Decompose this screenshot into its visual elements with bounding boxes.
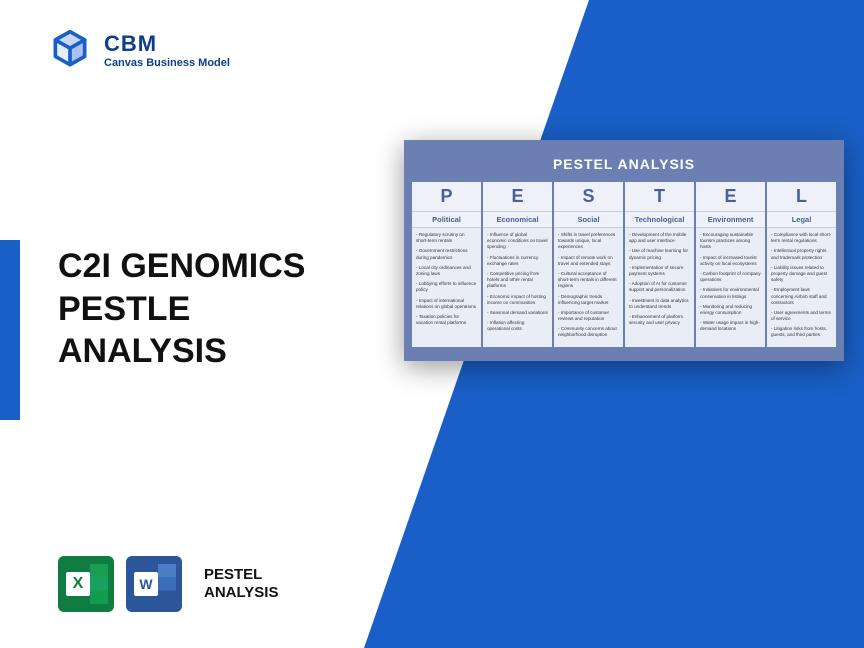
column-item: Inflation affecting operational costs	[487, 320, 548, 332]
logo-text: CBM Canvas Business Model	[104, 31, 230, 69]
title-line-1: C2I GENOMICS	[58, 245, 305, 288]
column-item: Community concerns about neighborhood di…	[558, 326, 619, 338]
column-item: Initiatives for environmental conservati…	[700, 287, 761, 299]
footer-line-1: PESTEL	[204, 566, 278, 584]
column-letter: L	[767, 182, 836, 212]
pestel-column: TTechnological Development of the mobile …	[625, 182, 694, 347]
column-item: Investment in data analytics to understa…	[629, 298, 690, 310]
column-items: Regulatory scrutiny on short-term rental…	[412, 228, 481, 347]
column-item: Taxation policies for vacation rental pl…	[416, 314, 477, 326]
column-item: Liability issues related to property dam…	[771, 265, 832, 284]
column-item: Demographic trends influencing target ma…	[558, 294, 619, 306]
footer-label: PESTEL ANALYSIS	[204, 566, 278, 602]
pestel-column: LLegal Compliance with local short-term r…	[767, 182, 836, 347]
accent-bar	[0, 240, 20, 420]
column-letter: E	[696, 182, 765, 212]
title-line-3: ANALYSIS	[58, 330, 305, 373]
pestel-card: PESTEL ANALYSIS PPolitical Regulatory scr…	[404, 140, 844, 361]
column-item: Enhancement of platform security and use…	[629, 314, 690, 326]
column-item: Monitoring and reducing energy consumpti…	[700, 304, 761, 316]
column-item: Intellectual property rights and tradema…	[771, 248, 832, 260]
column-letter: S	[554, 182, 623, 212]
column-category: Economical	[483, 212, 552, 228]
column-item: Cultural acceptance of short-term rental…	[558, 271, 619, 290]
column-item: Development of the mobile app and user i…	[629, 232, 690, 244]
column-item: Encouraging sustainable tourism practice…	[700, 232, 761, 251]
logo-icon	[48, 28, 92, 72]
column-item: Impact of remote work on travel and exte…	[558, 255, 619, 267]
brand-subtitle: Canvas Business Model	[104, 57, 230, 69]
column-category: Social	[554, 212, 623, 228]
card-title: PESTEL ANALYSIS	[412, 150, 836, 182]
column-item: User agreements and terms of service	[771, 310, 832, 322]
column-item: Shifts in travel preferences towards uni…	[558, 232, 619, 251]
word-icon	[126, 556, 182, 612]
column-item: Impact of international relations on glo…	[416, 298, 477, 310]
column-item: Compliance with local short-term rental …	[771, 232, 832, 244]
column-letter: P	[412, 182, 481, 212]
column-item: Government restrictions during pandemics	[416, 248, 477, 260]
column-item: Water usage impact in high-demand locati…	[700, 320, 761, 332]
pestel-column: EEconomical Influence of global economic …	[483, 182, 552, 347]
column-category: Legal	[767, 212, 836, 228]
column-item: Seasonal demand variations	[487, 310, 548, 316]
column-item: Employment laws concerning Airbnb staff …	[771, 287, 832, 306]
column-item: Competitive pricing from hotels and othe…	[487, 271, 548, 290]
column-item: Adoption of AI for customer support and …	[629, 281, 690, 293]
excel-icon	[58, 556, 114, 612]
column-items: Influence of global economic conditions …	[483, 228, 552, 347]
page-title: C2I GENOMICS PESTLE ANALYSIS	[58, 245, 305, 373]
pestel-column: SSocial Shifts in travel preferences towa…	[554, 182, 623, 347]
column-item: Economic impact of hosting income on com…	[487, 294, 548, 306]
column-item: Importance of customer reviews and reput…	[558, 310, 619, 322]
column-item: Fluctuations in currency exchange rates	[487, 255, 548, 267]
column-category: Environment	[696, 212, 765, 228]
column-items: Compliance with local short-term rental …	[767, 228, 836, 347]
column-items: Development of the mobile app and user i…	[625, 228, 694, 347]
column-category: Technological	[625, 212, 694, 228]
brand-name: CBM	[104, 31, 230, 57]
column-item: Implementation of secure payment systems	[629, 265, 690, 277]
column-item: Lobbying efforts to influence policy	[416, 281, 477, 293]
column-items: Shifts in travel preferences towards uni…	[554, 228, 623, 347]
title-line-2: PESTLE	[58, 288, 305, 331]
column-item: Regulatory scrutiny on short-term rental…	[416, 232, 477, 244]
column-letter: T	[625, 182, 694, 212]
column-item: Use of machine learning for dynamic pric…	[629, 248, 690, 260]
footer-apps: PESTEL ANALYSIS	[58, 556, 278, 612]
column-letter: E	[483, 182, 552, 212]
column-item: Local city ordinances and zoning laws	[416, 265, 477, 277]
column-item: Litigation risks from hosts, guests, and…	[771, 326, 832, 338]
pestel-grid: PPolitical Regulatory scrutiny on short-t…	[412, 182, 836, 347]
column-items: Encouraging sustainable tourism practice…	[696, 228, 765, 347]
column-item: Influence of global economic conditions …	[487, 232, 548, 251]
column-item: Impact of increased tourist activity on …	[700, 255, 761, 267]
column-category: Political	[412, 212, 481, 228]
pestel-column: EEnvironment Encouraging sustainable tour…	[696, 182, 765, 347]
pestel-column: PPolitical Regulatory scrutiny on short-t…	[412, 182, 481, 347]
footer-line-2: ANALYSIS	[204, 584, 278, 602]
column-item: Carbon footprint of company operations	[700, 271, 761, 283]
logo: CBM Canvas Business Model	[48, 28, 230, 72]
